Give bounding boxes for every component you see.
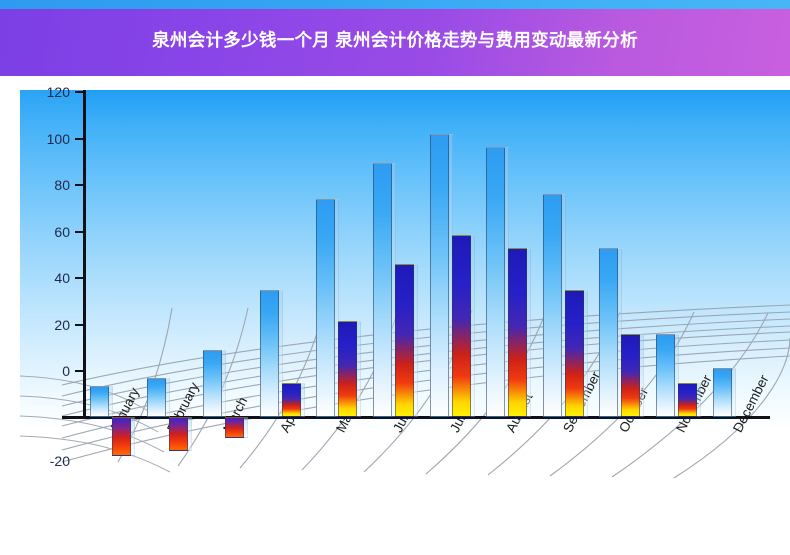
y-tick-20: [75, 324, 84, 326]
bar-series1-june: [373, 162, 392, 417]
y-axis-label--20: -20: [49, 453, 70, 469]
bar-series2-july: [451, 235, 471, 417]
y-tick-60: [75, 231, 84, 233]
bar-series2-august: [508, 248, 528, 417]
y-axis-label-80: 80: [54, 177, 70, 193]
bar-series2-february: [168, 417, 188, 451]
y-axis-label-120: 120: [46, 84, 70, 100]
bar-series2-october: [621, 334, 641, 417]
chart-container: 120 100 80 60 40 20 0 -20 January Februar…: [0, 76, 790, 555]
bar-series2-january: [112, 417, 131, 456]
bar-series1-november: [656, 334, 675, 417]
bar-series2-september: [564, 289, 584, 417]
bar-series1-september: [542, 193, 562, 417]
y-tick-80: [75, 184, 84, 186]
y-axis-line: [83, 90, 86, 417]
bar-series2-november: [678, 383, 697, 417]
y-axis-label-100: 100: [46, 131, 70, 147]
bar-series1-july: [429, 134, 449, 417]
page-header: 泉州会计多少钱一个月 泉州会计价格走势与费用变动最新分析: [0, 0, 790, 76]
bar-series2-march: [225, 417, 245, 438]
y-axis-labels: 120 100 80 60 40 20 0 -20: [0, 76, 70, 555]
bar-series2-may: [338, 321, 358, 417]
y-axis-label-40: 40: [54, 270, 70, 286]
y-tick-100: [75, 138, 84, 140]
bar-series2-june: [395, 263, 414, 417]
bar-series1-january: [90, 385, 109, 417]
y-axis-label-60: 60: [54, 224, 70, 240]
page-title: 泉州会计多少钱一个月 泉州会计价格走势与费用变动最新分析: [152, 29, 638, 50]
bar-series1-october: [599, 248, 619, 417]
bar-group-layer: [0, 76, 790, 555]
bar-series1-march: [203, 349, 223, 417]
x-axis-line: [62, 416, 770, 419]
header-top-strip: [0, 0, 790, 9]
bar-series1-may: [316, 199, 336, 417]
y-tick-40: [75, 277, 84, 279]
bar-series1-august: [486, 147, 506, 417]
y-tick-120: [75, 91, 84, 93]
x-axis-label-december: December: [729, 372, 772, 435]
bar-series1-december: [712, 367, 732, 417]
bar-series1-february: [146, 378, 166, 417]
y-axis-label-0: 0: [62, 363, 70, 379]
y-tick-0: [75, 370, 84, 372]
bar-series1-april: [259, 289, 279, 417]
bar-series2-april: [281, 383, 301, 417]
y-axis-label-20: 20: [54, 317, 70, 333]
